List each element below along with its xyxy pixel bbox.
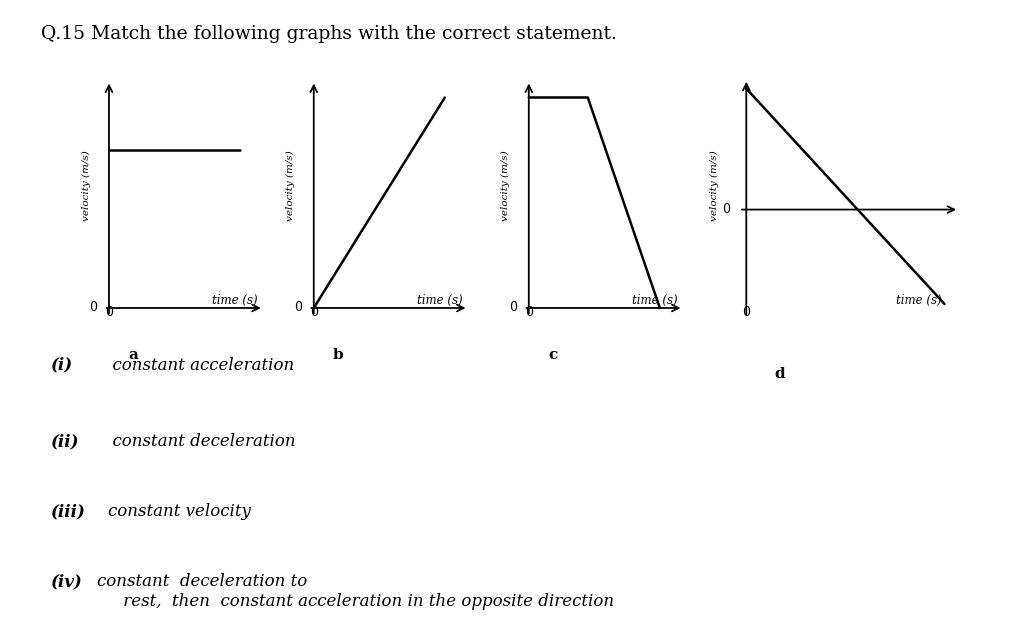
Text: d: d (775, 367, 785, 381)
Text: 0: 0 (742, 306, 751, 319)
Text: 0: 0 (723, 203, 730, 216)
Text: b: b (333, 348, 344, 362)
Text: time (s): time (s) (896, 294, 942, 307)
Text: constant  deceleration to
     rest,  then  constant acceleration in the opposit: constant deceleration to rest, then cons… (97, 573, 614, 610)
Text: velocity (m/s): velocity (m/s) (711, 150, 719, 221)
Text: velocity (m/s): velocity (m/s) (287, 150, 295, 221)
Text: constant deceleration: constant deceleration (102, 433, 296, 450)
Text: time (s): time (s) (212, 294, 258, 307)
Text: (iv): (iv) (51, 573, 83, 590)
Text: Q.15 Match the following graphs with the correct statement.: Q.15 Match the following graphs with the… (41, 25, 616, 43)
Text: velocity (m/s): velocity (m/s) (82, 150, 90, 221)
Text: 0: 0 (524, 306, 532, 319)
Text: constant velocity: constant velocity (108, 503, 251, 520)
Text: 0: 0 (509, 301, 517, 315)
Text: time (s): time (s) (417, 294, 463, 307)
Text: 0: 0 (309, 306, 317, 319)
Text: constant acceleration: constant acceleration (102, 357, 295, 374)
Text: a: a (129, 348, 138, 362)
Text: (i): (i) (51, 357, 74, 374)
Text: 0: 0 (294, 301, 302, 315)
Text: velocity (m/s): velocity (m/s) (502, 150, 510, 221)
Text: time (s): time (s) (632, 294, 678, 307)
Text: c: c (549, 348, 558, 362)
Text: 0: 0 (89, 301, 97, 315)
Text: (ii): (ii) (51, 433, 80, 450)
Text: 0: 0 (104, 306, 113, 319)
Text: (iii): (iii) (51, 503, 86, 520)
